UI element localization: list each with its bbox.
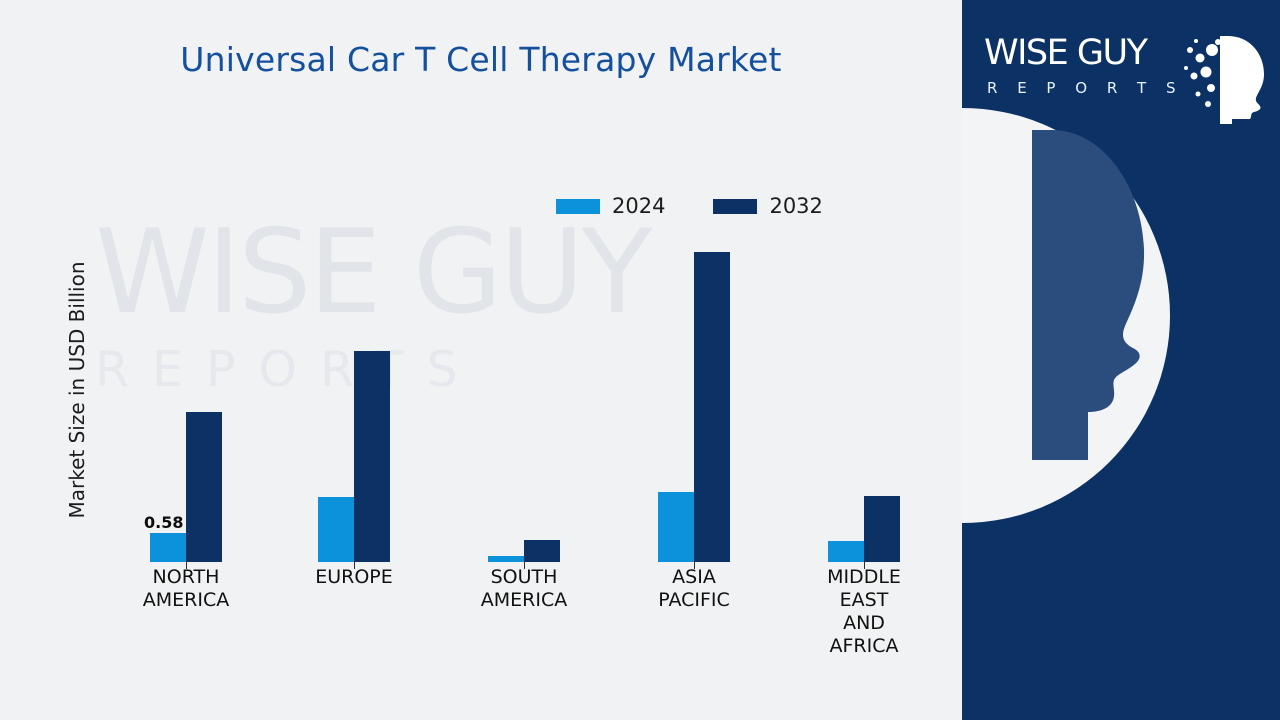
logo-head-icon (1184, 36, 1264, 124)
bar-2032-middle-east-and-africa[interactable] (864, 496, 900, 562)
category-label: MIDDLE EAST AND AFRICA (827, 566, 901, 657)
legend-item-2032[interactable]: 2032 (713, 194, 823, 218)
chart-title: Universal Car T Cell Therapy Market (180, 40, 782, 79)
bar-group (658, 252, 730, 562)
axis-tick (864, 560, 865, 569)
brand-panel: WISE GUY R E P O R T S (962, 0, 1280, 720)
category-label: SOUTH AMERICA (480, 566, 568, 611)
bar-2032-asia-pacific[interactable] (694, 252, 730, 562)
brand-wordmark: WISE GUY (984, 33, 1148, 73)
chart-panel: WISE GUY REPORTS Universal Car T Cell Th… (65, 40, 901, 657)
bar-2032-north-america[interactable] (186, 412, 222, 562)
bar-2024-north-america[interactable]: 0.58 (144, 513, 186, 562)
legend-label-2024: 2024 (612, 194, 666, 218)
chart-legend: 2024 2032 (556, 194, 823, 218)
plot-area: 0.58 NORTH AMERICA EUROPE SOUTH AMERICA ASIA PA… (142, 252, 901, 657)
axis-tick (694, 560, 695, 569)
brand-subtitle: R E P O R T S (987, 79, 1183, 97)
legend-item-2024[interactable]: 2024 (556, 194, 665, 218)
bar-2032-europe[interactable] (354, 351, 390, 562)
bar-group: 0.58 (144, 412, 222, 562)
bar-2024-middle-east-and-africa[interactable] (828, 541, 864, 562)
legend-swatch-2032 (713, 198, 758, 214)
legend-swatch-2024 (556, 198, 600, 214)
category-label: NORTH AMERICA (142, 566, 230, 611)
bar-group (318, 351, 390, 562)
bar-2024-europe[interactable] (318, 497, 354, 562)
axis-tick (354, 560, 355, 569)
bar-2024-asia-pacific[interactable] (658, 492, 694, 562)
bar-2024-south-america[interactable] (488, 556, 524, 562)
axis-tick (186, 560, 187, 569)
category-label: EUROPE (315, 566, 393, 588)
bar-group (828, 496, 900, 562)
legend-label-2032: 2032 (769, 194, 823, 218)
axis-tick (524, 560, 525, 569)
brand-logo: WISE GUY R E P O R T S (984, 33, 1264, 124)
bar-group (488, 540, 560, 562)
category-label: ASIA PACIFIC (658, 566, 730, 611)
bar-2032-south-america[interactable] (524, 540, 560, 562)
bar-value-label: 0.58 (144, 513, 184, 532)
head-silhouette-icon (1032, 130, 1145, 460)
